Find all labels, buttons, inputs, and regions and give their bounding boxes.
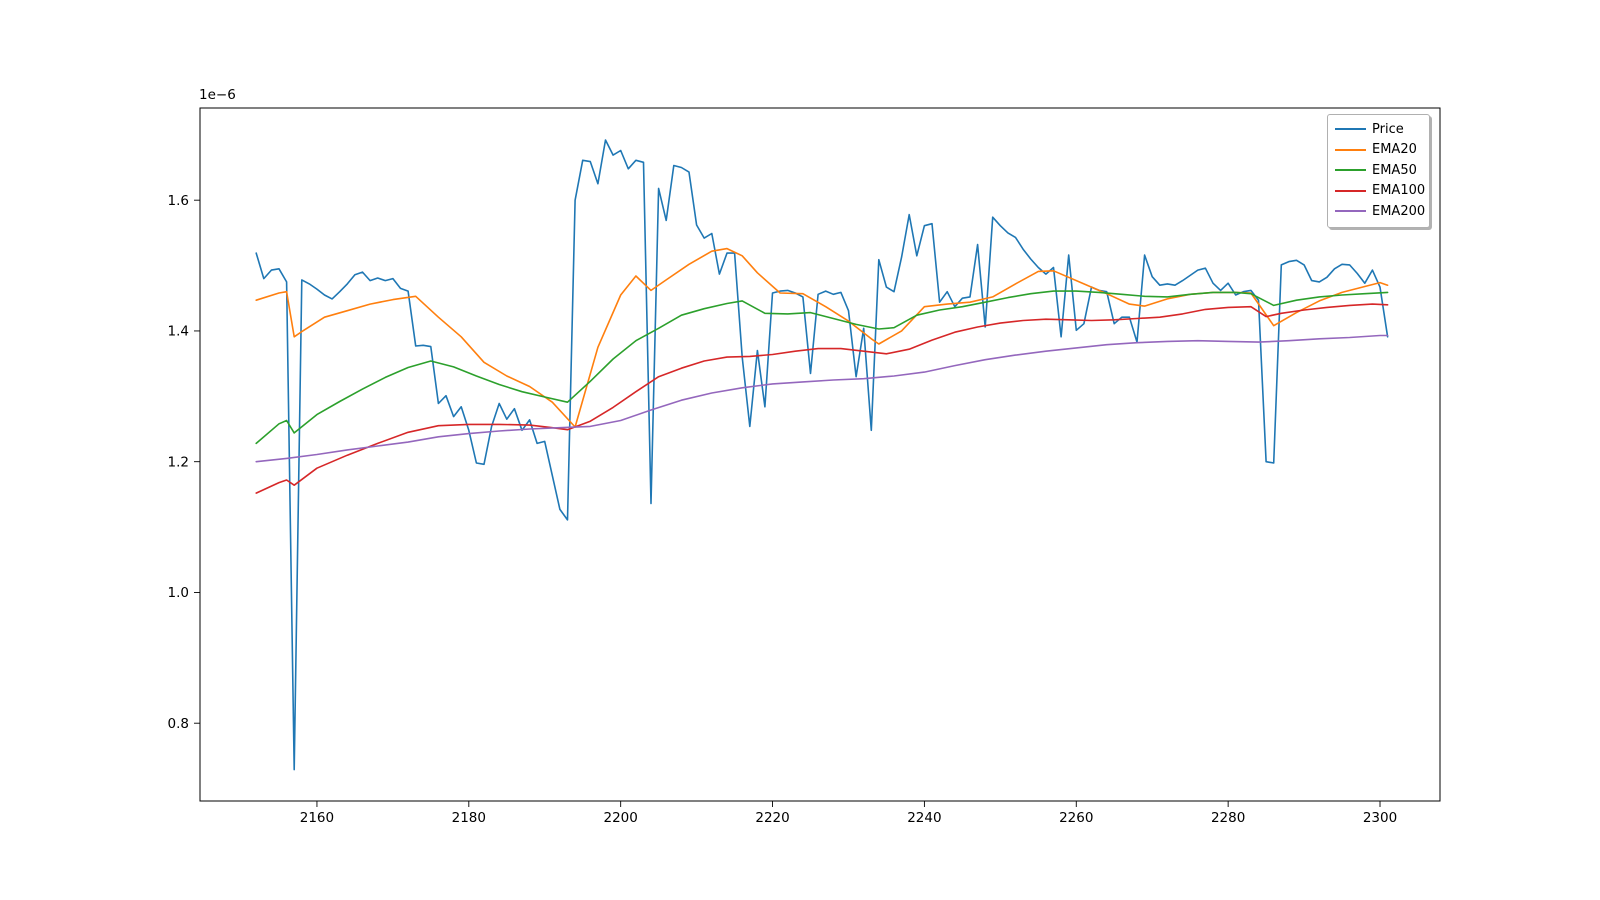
- legend-label: EMA50: [1372, 162, 1417, 178]
- legend-item-ema100: EMA100: [1335, 181, 1426, 202]
- legend: Price EMA20 EMA50 EMA100 EMA200: [1327, 114, 1430, 228]
- legend-item-ema200: EMA200: [1335, 201, 1426, 222]
- legend-item-ema20: EMA20: [1335, 140, 1424, 161]
- y-tick-label: 1.2: [168, 454, 189, 470]
- y-axis-offset-label: 1e−6: [199, 87, 236, 103]
- ema100-line: [255, 303, 1389, 494]
- legend-label: EMA20: [1372, 142, 1417, 158]
- ema200-line: [255, 334, 1389, 463]
- y-tick-label: 1.4: [168, 324, 189, 340]
- legend-label: EMA100: [1372, 183, 1426, 199]
- legend-line-sample: [1335, 169, 1366, 172]
- x-tick-label: 2280: [1211, 810, 1245, 826]
- x-tick-label: 2200: [603, 810, 637, 826]
- x-tick-label: 2160: [300, 810, 334, 826]
- legend-item-ema50: EMA50: [1335, 160, 1424, 181]
- y-tick-label: 1.6: [168, 193, 189, 209]
- y-tick-label: 1.0: [168, 585, 189, 601]
- x-tick-label: 2220: [755, 810, 789, 826]
- legend-line-sample: [1335, 189, 1366, 192]
- plot-area: [200, 108, 1440, 801]
- legend-line-sample: [1335, 128, 1366, 131]
- legend-item-price: Price: [1335, 119, 1424, 140]
- y-tick-label: 0.8: [168, 716, 189, 732]
- legend-line-sample: [1335, 210, 1366, 213]
- legend-label: Price: [1372, 121, 1404, 137]
- axes-box: [199, 107, 1441, 802]
- x-tick-label: 2180: [452, 810, 486, 826]
- ema50-line: [255, 290, 1389, 445]
- x-tick-label: 2300: [1363, 810, 1397, 826]
- x-tick-label: 2260: [1059, 810, 1093, 826]
- price-line: [255, 139, 1389, 771]
- x-tick-label: 2240: [907, 810, 941, 826]
- legend-label: EMA200: [1372, 203, 1426, 219]
- legend-line-sample: [1335, 148, 1366, 151]
